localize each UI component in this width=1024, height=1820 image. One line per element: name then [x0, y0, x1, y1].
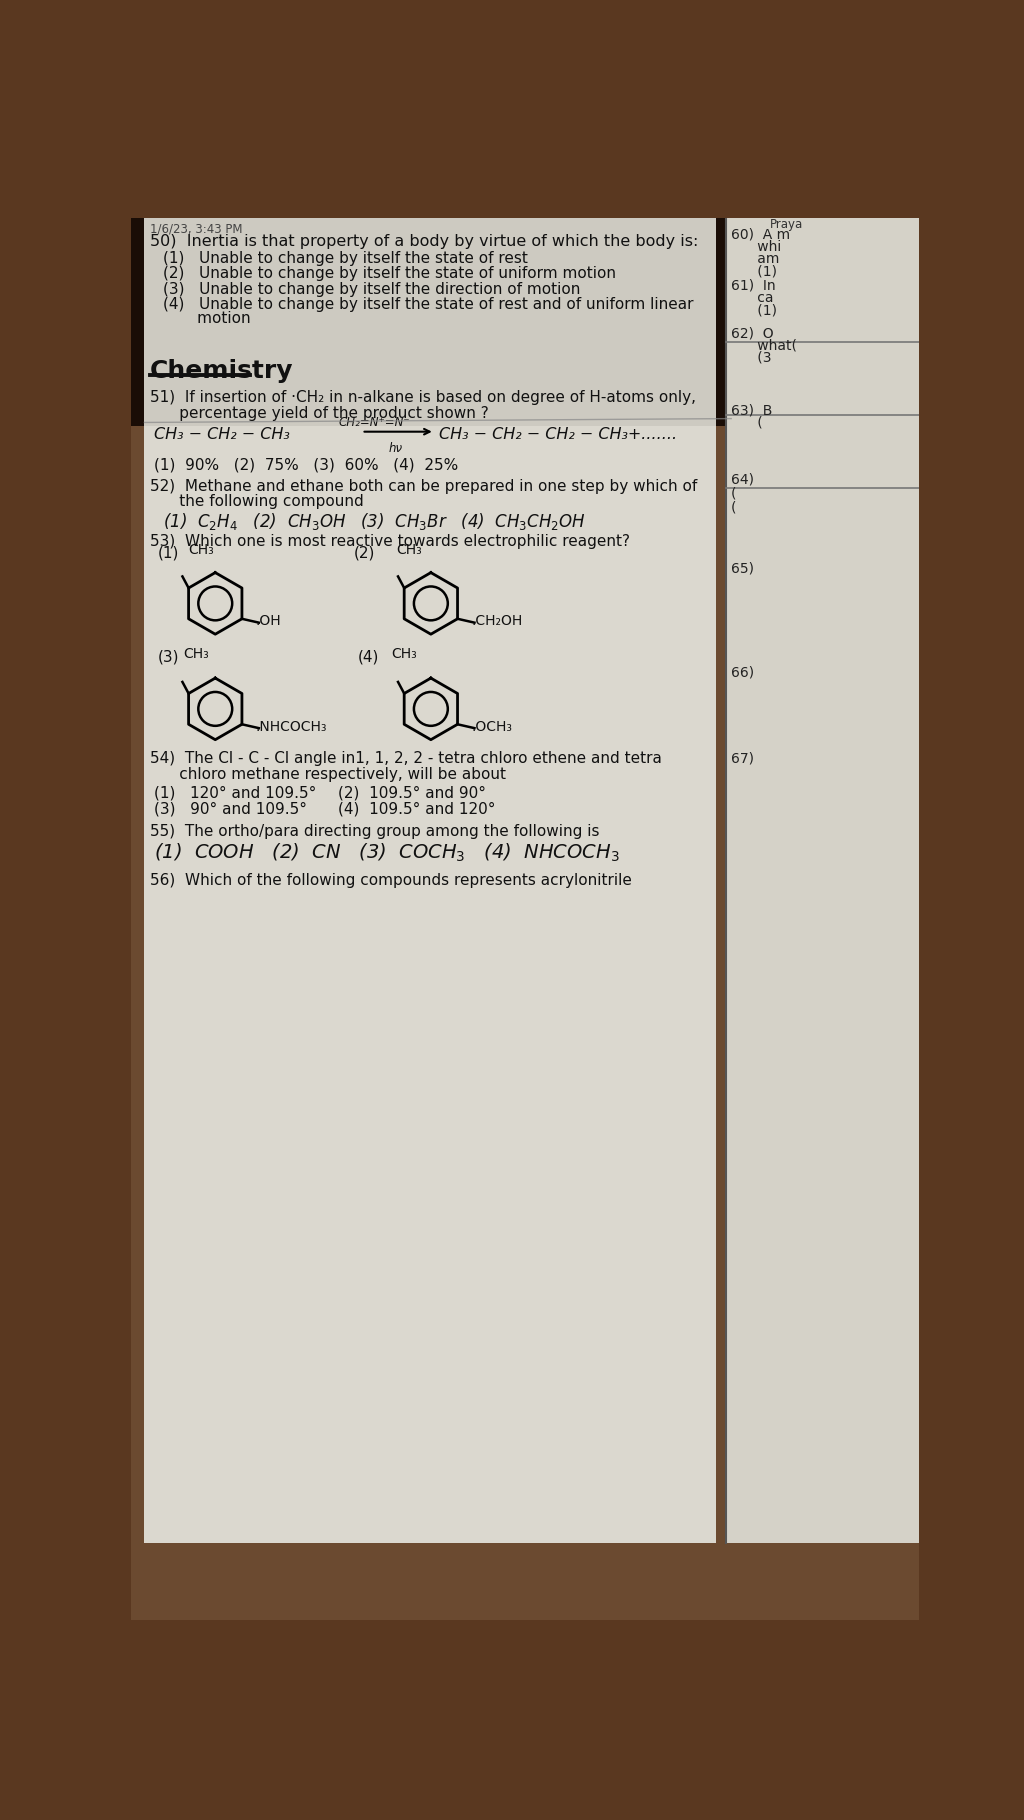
Text: (1)   Unable to change by itself the state of rest: (1) Unable to change by itself the state…	[163, 251, 527, 266]
Text: ca: ca	[731, 291, 774, 304]
Text: percentage yield of the product shown ?: percentage yield of the product shown ?	[150, 406, 488, 420]
Text: (2): (2)	[354, 546, 375, 561]
Text: (: (	[731, 501, 736, 515]
Text: (2)  109.5° and 90°: (2) 109.5° and 90°	[339, 786, 486, 801]
Text: CH₃: CH₃	[391, 648, 417, 661]
Text: (: (	[731, 486, 736, 501]
Text: 51)  If insertion of ·CH₂ in n-alkane is based on degree of H-atoms only,: 51) If insertion of ·CH₂ in n-alkane is …	[150, 389, 696, 406]
Text: .OCH₃: .OCH₃	[471, 719, 512, 733]
Text: 63)  B: 63) B	[731, 404, 772, 417]
Text: 52)  Methane and ethane both can be prepared in one step by which of: 52) Methane and ethane both can be prepa…	[150, 479, 697, 493]
Text: whi: whi	[731, 240, 781, 255]
Text: (1): (1)	[731, 304, 777, 317]
Text: (3: (3	[731, 351, 772, 364]
Text: Chemistry: Chemistry	[150, 359, 293, 382]
Text: 54)  The Cl - C - Cl angle in1, 1, 2, 2 - tetra chloro ethene and tetra: 54) The Cl - C - Cl angle in1, 1, 2, 2 -…	[150, 752, 662, 766]
Text: 66): 66)	[731, 664, 755, 679]
Bar	[144, 218, 716, 426]
Text: (3)   Unable to change by itself the direction of motion: (3) Unable to change by itself the direc…	[163, 282, 581, 297]
Text: (4): (4)	[357, 650, 379, 664]
Text: chloro methane respectively, will be about: chloro methane respectively, will be abo…	[150, 766, 506, 781]
Text: (: (	[731, 415, 763, 430]
Text: (1)  90%   (2)  75%   (3)  60%   (4)  25%: (1) 90% (2) 75% (3) 60% (4) 25%	[154, 457, 458, 471]
Text: what(: what(	[731, 339, 797, 353]
Text: 1/6/23, 3:43 PM: 1/6/23, 3:43 PM	[150, 222, 243, 235]
Text: motion: motion	[163, 311, 251, 326]
Text: 64): 64)	[731, 473, 754, 486]
Text: CH₃ − CH₂ − CH₂ − CH₃+.......: CH₃ − CH₂ − CH₂ − CH₃+.......	[438, 428, 677, 442]
Text: (4)   Unable to change by itself the state of rest and of uniform linear: (4) Unable to change by itself the state…	[163, 297, 693, 311]
Text: (1)  $C_2H_4$   (2)  $CH_3OH$   (3)  $CH_3Br$   (4)  $CH_3CH_2OH$: (1) $C_2H_4$ (2) $CH_3OH$ (3) $CH_3Br$ (…	[163, 511, 586, 531]
Bar	[131, 426, 920, 1620]
Text: .CH₂OH: .CH₂OH	[471, 613, 522, 628]
Text: (1): (1)	[731, 264, 777, 278]
Bar	[131, 218, 920, 426]
Text: CH₃: CH₃	[396, 544, 422, 557]
Text: CH₃ − CH₂ − CH₃: CH₃ − CH₂ − CH₃	[154, 428, 290, 442]
Text: 53)  Which one is most reactive towards electrophilic reagent?: 53) Which one is most reactive towards e…	[150, 533, 630, 550]
Text: (1)  $COOH$   (2)  $CN$   (3)  $COCH_3$   (4)  $NHCOCH_3$: (1) $COOH$ (2) $CN$ (3) $COCH_3$ (4) $NH…	[154, 843, 620, 864]
Text: (2)   Unable to change by itself the state of uniform motion: (2) Unable to change by itself the state…	[163, 266, 615, 280]
Bar	[726, 218, 920, 1543]
Text: 62)  O: 62) O	[731, 326, 774, 340]
Text: (1)   120° and 109.5°: (1) 120° and 109.5°	[154, 786, 316, 801]
Text: 55)  The ortho/para directing group among the following is: 55) The ortho/para directing group among…	[150, 824, 599, 839]
Text: am: am	[731, 253, 779, 266]
Text: the following compound: the following compound	[150, 493, 364, 510]
Text: CH₂=N⁺=N⁻: CH₂=N⁺=N⁻	[339, 417, 410, 430]
Text: 65): 65)	[731, 561, 754, 575]
Text: (1): (1)	[158, 546, 179, 561]
Text: 50)  Inertia is that property of a body by virtue of which the body is:: 50) Inertia is that property of a body b…	[150, 233, 698, 249]
Text: .OH: .OH	[256, 613, 282, 628]
Text: CH₃: CH₃	[188, 544, 214, 557]
Polygon shape	[144, 218, 716, 1543]
Text: hν: hν	[388, 442, 402, 455]
Text: CH₃: CH₃	[183, 648, 209, 661]
Text: (3)   90° and 109.5°: (3) 90° and 109.5°	[154, 801, 306, 817]
Text: 67): 67)	[731, 752, 754, 764]
Text: (3): (3)	[158, 650, 179, 664]
Text: 60)  A m: 60) A m	[731, 228, 791, 242]
Text: 61)  In: 61) In	[731, 278, 776, 293]
Text: (4)  109.5° and 120°: (4) 109.5° and 120°	[339, 801, 496, 817]
Text: .NHCOCH₃: .NHCOCH₃	[256, 719, 328, 733]
Text: Praya: Praya	[770, 218, 803, 231]
Text: 56)  Which of the following compounds represents acrylonitrile: 56) Which of the following compounds rep…	[150, 874, 632, 888]
